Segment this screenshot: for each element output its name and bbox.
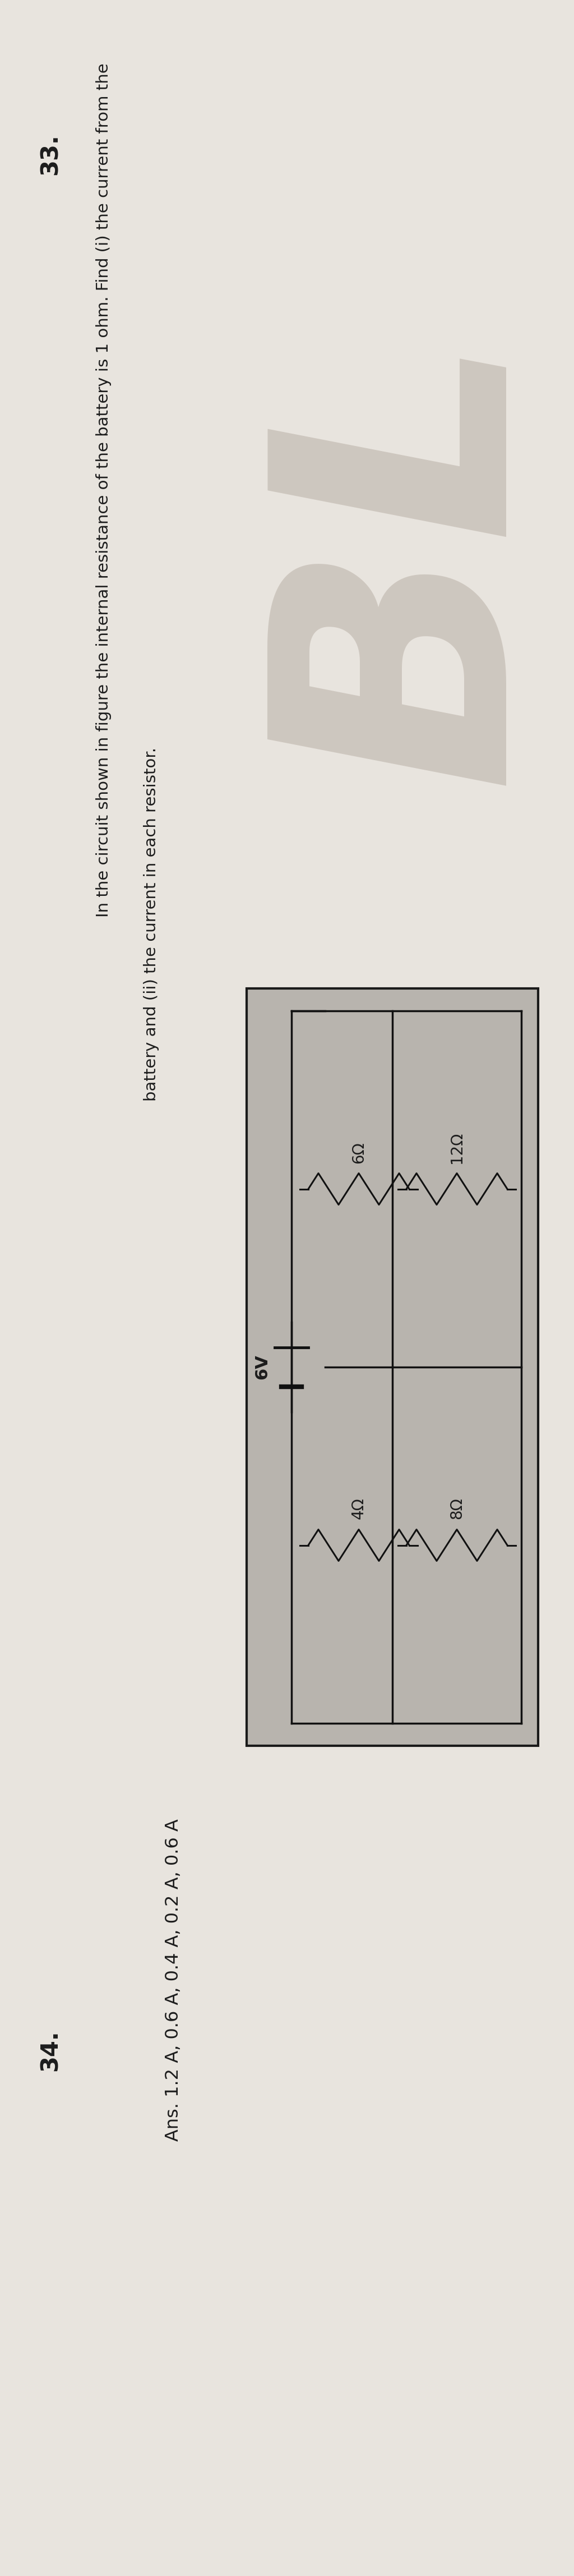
- Text: 33.: 33.: [38, 134, 62, 175]
- Text: battery and (ii) the current in each resistor.: battery and (ii) the current in each res…: [144, 747, 159, 1100]
- Text: Ans. 1.2 A, 0.6 A, 0.4 A, 0.2 A, 0.6 A: Ans. 1.2 A, 0.6 A, 0.4 A, 0.2 A, 0.6 A: [165, 1819, 183, 2141]
- Bar: [247, 989, 538, 1747]
- Text: 8Ω: 8Ω: [449, 1497, 465, 1520]
- Text: 12Ω: 12Ω: [449, 1131, 465, 1164]
- Text: 34.: 34.: [38, 2030, 62, 2071]
- Text: In the circuit shown in figure the internal resistance of the battery is 1 ohm. : In the circuit shown in figure the inter…: [96, 62, 111, 917]
- Text: 4Ω: 4Ω: [351, 1497, 367, 1520]
- Text: 6Ω: 6Ω: [351, 1141, 367, 1164]
- Text: BOA: BOA: [317, 1100, 558, 1695]
- Text: BL: BL: [251, 327, 568, 786]
- Text: 6V: 6V: [254, 1355, 270, 1381]
